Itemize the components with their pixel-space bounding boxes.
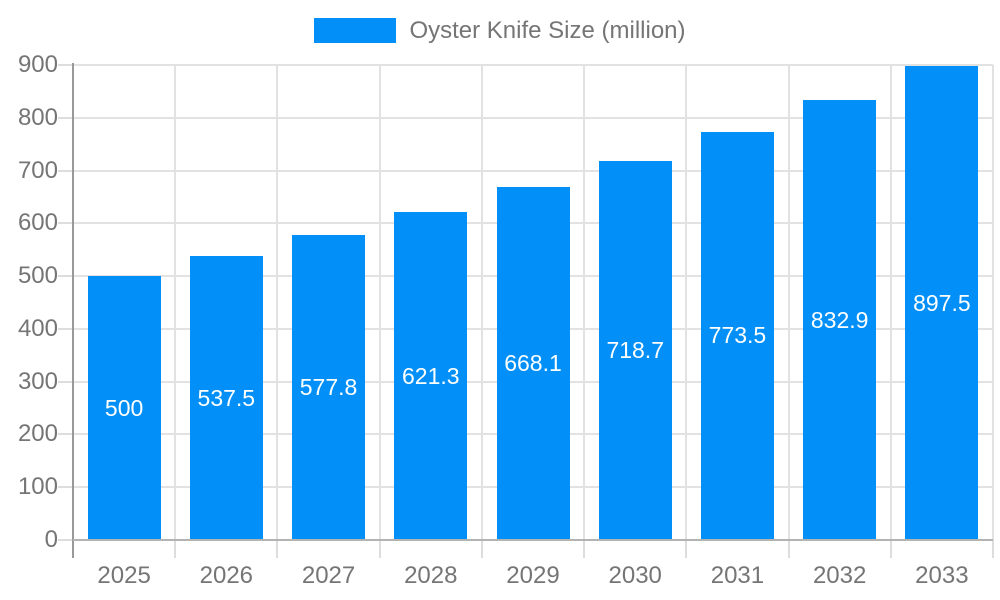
legend-swatch [314, 18, 397, 43]
x-tick [992, 540, 994, 558]
bar-value-label: 718.7 [606, 336, 664, 363]
x-gridline [583, 65, 586, 540]
legend-label: Oyster Knife Size (million) [409, 17, 686, 44]
y-tick-label: 700 [17, 156, 58, 184]
x-tick-label: 2025 [97, 562, 151, 589]
y-tick [58, 275, 73, 278]
y-tick-label: 800 [17, 103, 58, 131]
bar-value-label: 897.5 [913, 289, 971, 316]
y-tick [58, 486, 73, 489]
bar[interactable]: 718.7 [598, 160, 672, 540]
x-tick [480, 540, 483, 558]
bar-value-label: 832.9 [810, 306, 869, 333]
y-tick-label: 900 [17, 51, 58, 78]
bar[interactable]: 773.5 [700, 131, 774, 540]
x-tick [378, 540, 381, 558]
bar-value-label: 577.8 [299, 374, 358, 401]
y-tick [58, 64, 73, 66]
bar[interactable]: 500 [87, 276, 161, 540]
x-gridline [685, 65, 688, 540]
x-tick [276, 540, 279, 558]
bar-value-label: 668.1 [504, 350, 562, 377]
x-gridline [787, 65, 790, 540]
bar-value-label: 621.3 [401, 362, 460, 389]
y-tick [58, 222, 73, 225]
y-tick [58, 433, 73, 436]
y-gridline [73, 116, 993, 119]
y-tick [58, 539, 73, 541]
x-gridline [378, 65, 381, 540]
x-tick-label: 2026 [199, 562, 254, 589]
y-tick [58, 116, 73, 119]
y-tick-label: 500 [17, 262, 58, 290]
x-tick [787, 540, 790, 558]
y-tick-label: 100 [17, 473, 58, 501]
bar[interactable]: 577.8 [292, 235, 366, 540]
x-tick-label: 2028 [404, 562, 458, 589]
y-tick-label: 0 [44, 526, 58, 553]
bar[interactable]: 621.3 [394, 212, 468, 540]
y-tick [58, 380, 73, 383]
bar-value-label: 773.5 [708, 322, 767, 349]
bar[interactable]: 537.5 [189, 256, 263, 540]
y-tick-label: 200 [17, 420, 58, 448]
bar-value-label: 500 [104, 394, 144, 421]
x-tick-label: 2030 [608, 562, 662, 589]
y-gridline [73, 169, 993, 172]
x-tick-label: 2029 [506, 562, 560, 589]
y-gridline [73, 64, 993, 66]
x-gridline [889, 65, 892, 540]
x-tick-label: 2032 [812, 562, 867, 589]
x-gridline [276, 65, 279, 540]
x-axis-line [73, 539, 993, 541]
y-tick [58, 327, 73, 330]
x-tick [685, 540, 688, 558]
x-tick [583, 540, 586, 558]
x-tick-label: 2033 [915, 562, 969, 589]
bar[interactable]: 832.9 [803, 100, 877, 540]
x-gridline [174, 65, 177, 540]
legend-item[interactable]: Oyster Knife Size (million) [0, 18, 1000, 43]
y-axis-line [72, 63, 74, 558]
x-tick-label: 2031 [710, 562, 765, 589]
y-tick-label: 300 [17, 367, 58, 395]
bar[interactable]: 668.1 [496, 187, 570, 540]
bar[interactable]: 897.5 [905, 66, 979, 540]
y-tick-label: 600 [17, 209, 58, 237]
x-tick-label: 2027 [301, 562, 356, 589]
x-gridline [480, 65, 483, 540]
y-tick [58, 169, 73, 172]
x-gridline [992, 65, 994, 540]
bar-value-label: 537.5 [197, 384, 256, 411]
x-tick [889, 540, 892, 558]
x-tick [174, 540, 177, 558]
y-tick-label: 400 [17, 314, 58, 342]
